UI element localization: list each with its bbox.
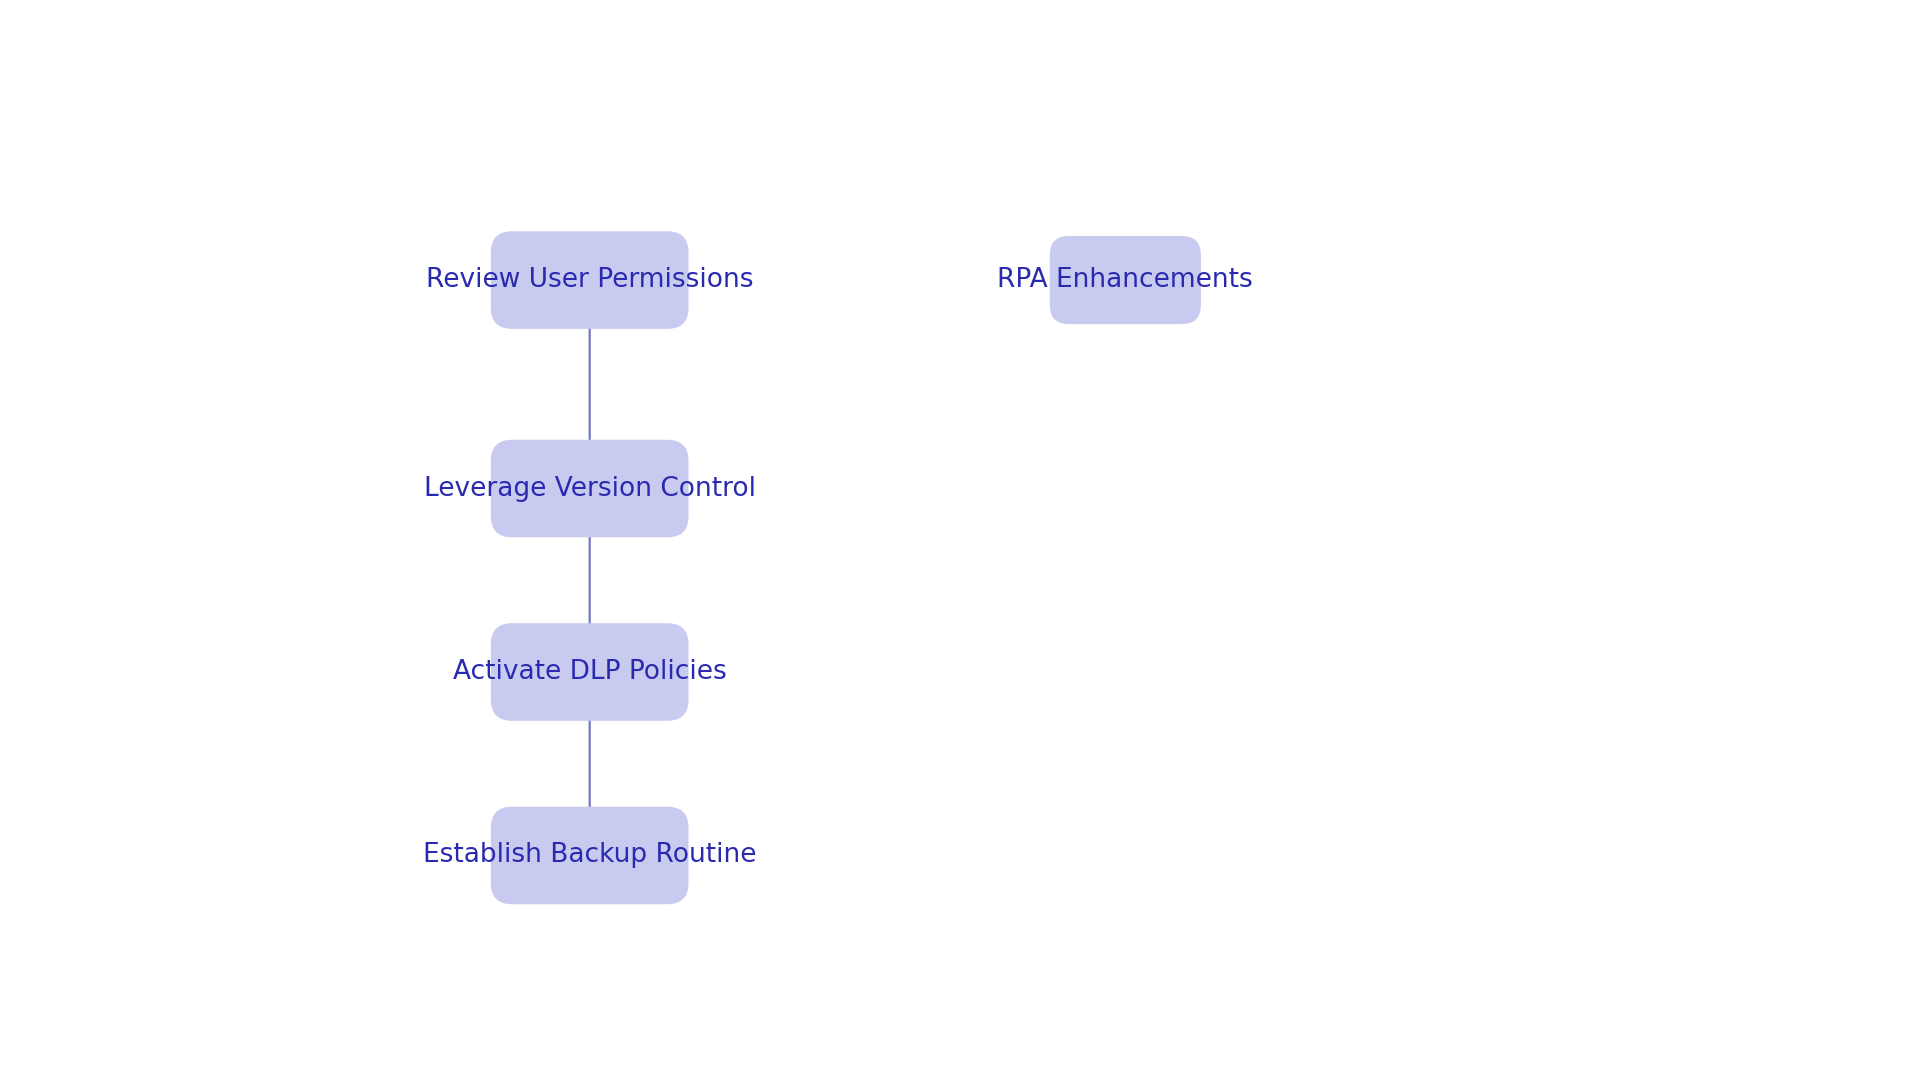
Text: Establish Backup Routine: Establish Backup Routine — [422, 843, 756, 869]
Text: Activate DLP Policies: Activate DLP Policies — [453, 658, 726, 686]
Text: RPA Enhancements: RPA Enhancements — [998, 268, 1254, 293]
FancyBboxPatch shape — [1050, 236, 1200, 324]
Text: Review User Permissions: Review User Permissions — [426, 268, 753, 293]
Text: Leverage Version Control: Leverage Version Control — [424, 475, 756, 501]
FancyBboxPatch shape — [492, 807, 689, 904]
FancyBboxPatch shape — [492, 623, 689, 721]
FancyBboxPatch shape — [492, 232, 689, 329]
FancyBboxPatch shape — [492, 440, 689, 537]
